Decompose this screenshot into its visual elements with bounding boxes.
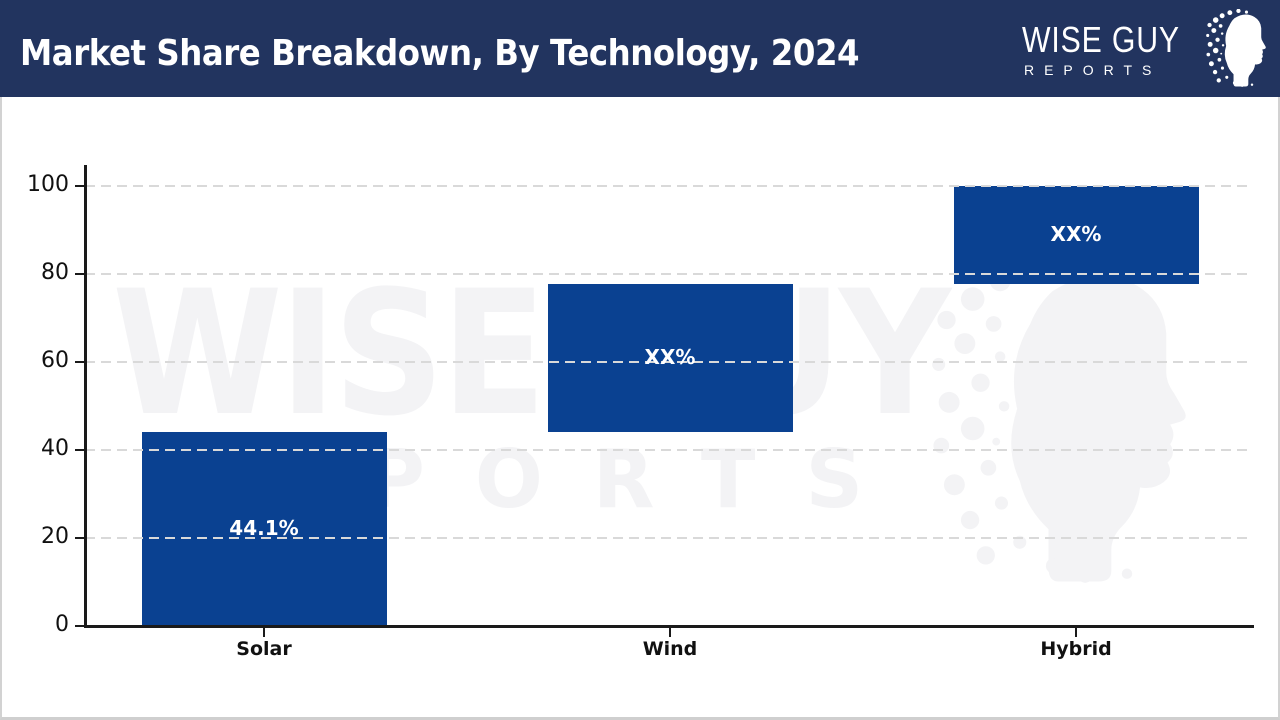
watermark-brand-text: WISE GUY xyxy=(112,253,951,454)
bar-value-label-hybrid: XX% xyxy=(1050,222,1102,247)
bar-value-label-wind: XX% xyxy=(644,345,696,370)
y-tick-label-80: 80 xyxy=(41,260,69,285)
y-tick-label-60: 60 xyxy=(41,348,69,373)
bar-solar xyxy=(141,431,387,626)
logo-text: WISE GUY REPORTS xyxy=(1021,18,1210,78)
x-tick-mark xyxy=(263,628,265,637)
y-tick-mark xyxy=(75,537,84,539)
x-tick-label-hybrid: Hybrid xyxy=(1040,638,1112,660)
x-tick-mark xyxy=(669,628,671,637)
y-tick-label-0: 0 xyxy=(55,612,69,637)
gridline-100 xyxy=(85,185,1253,187)
gridline-40 xyxy=(85,449,1253,451)
y-tick-mark xyxy=(75,273,84,275)
bar-wind xyxy=(547,284,793,432)
page-title: Market Share Breakdown, By Technology, 2… xyxy=(20,33,860,74)
x-tick-label-solar: Solar xyxy=(236,638,292,660)
bar-hybrid xyxy=(953,186,1199,285)
y-tick-mark xyxy=(75,625,84,627)
gridline-60 xyxy=(85,361,1253,363)
y-tick-label-100: 100 xyxy=(27,172,69,197)
y-tick-mark xyxy=(75,185,84,187)
y-tick-mark xyxy=(75,361,84,363)
logo-brand-text: WISE GUY xyxy=(1021,18,1180,60)
x-tick-label-wind: Wind xyxy=(642,638,698,660)
x-axis-line xyxy=(84,625,1254,628)
wise-guy-reports-logo: WISE GUY REPORTS xyxy=(1022,6,1268,92)
x-tick-mark xyxy=(1075,628,1077,637)
header-bar: Market Share Breakdown, By Technology, 2… xyxy=(0,0,1280,97)
logo-head-icon xyxy=(1204,9,1268,89)
gridline-20 xyxy=(85,537,1253,539)
y-tick-mark xyxy=(75,449,84,451)
logo-reports-text: REPORTS xyxy=(1023,61,1162,78)
y-tick-label-40: 40 xyxy=(41,436,69,461)
bar-value-label-solar: 44.1% xyxy=(229,515,299,540)
y-tick-label-20: 20 xyxy=(41,524,69,549)
gridline-80 xyxy=(85,273,1253,275)
y-axis-line xyxy=(84,165,87,628)
watermark-head-logo-icon xyxy=(928,252,1190,592)
